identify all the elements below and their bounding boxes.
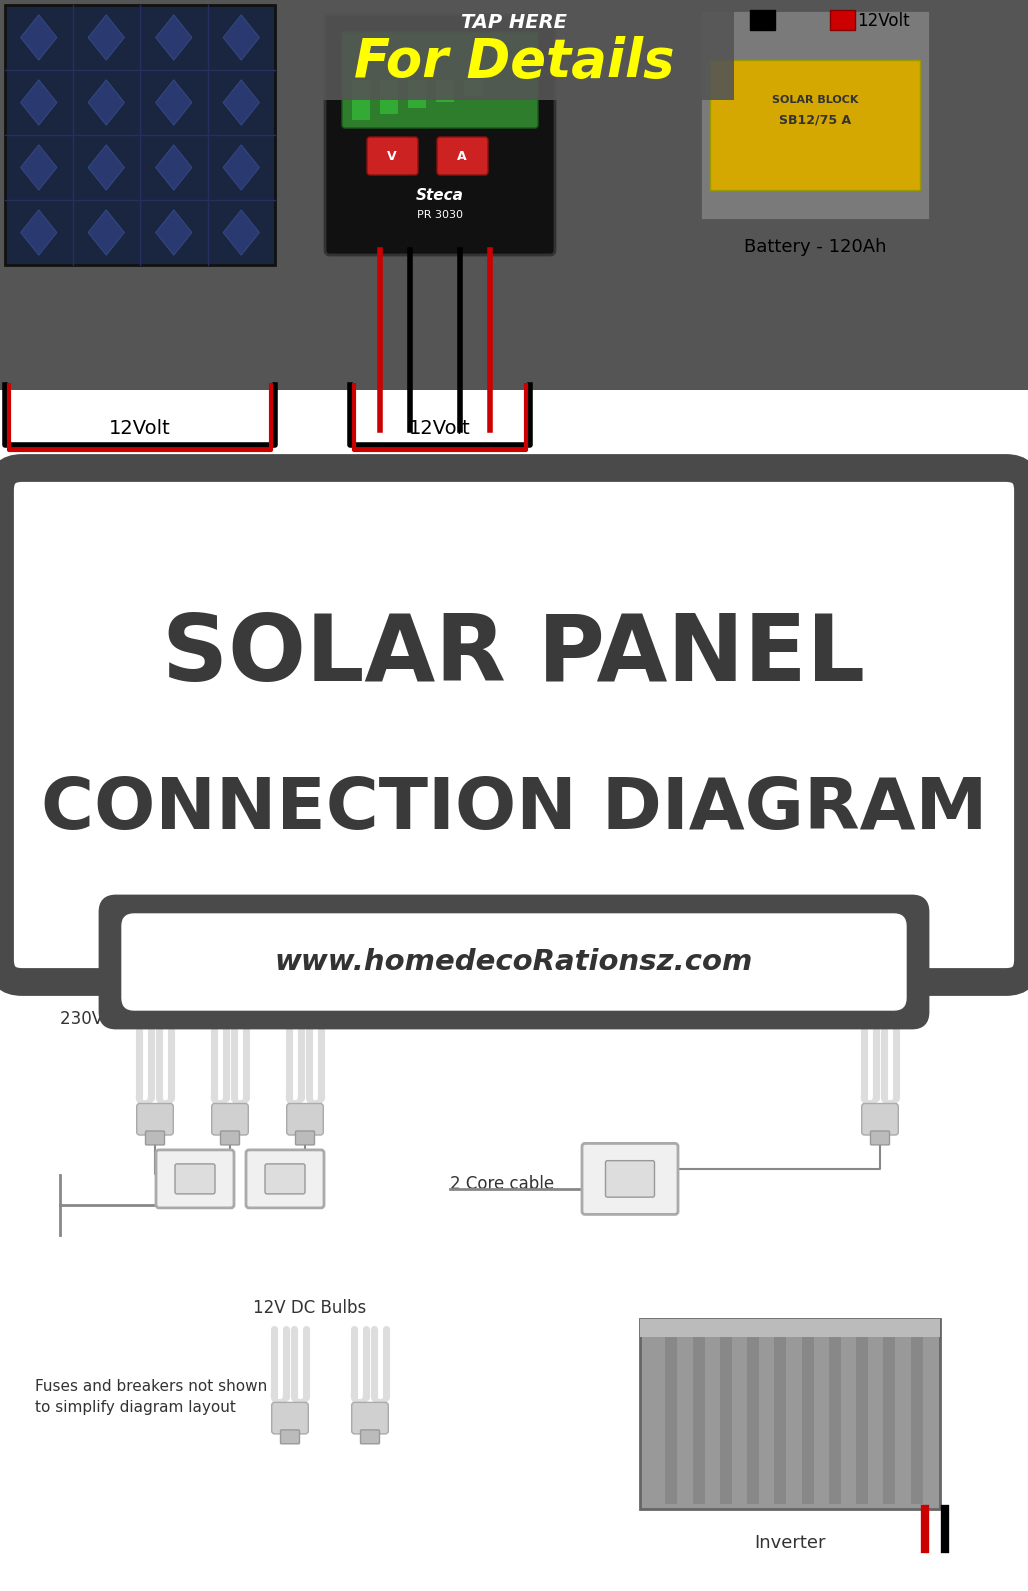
FancyBboxPatch shape xyxy=(361,1430,379,1443)
Text: Battery - 120Ah: Battery - 120Ah xyxy=(743,239,886,256)
Text: 230V AC Bulbs: 230V AC Bulbs xyxy=(60,1010,182,1028)
Polygon shape xyxy=(223,210,259,255)
FancyBboxPatch shape xyxy=(175,1165,215,1193)
Polygon shape xyxy=(155,80,192,126)
Polygon shape xyxy=(88,14,124,60)
FancyBboxPatch shape xyxy=(265,1165,305,1193)
FancyBboxPatch shape xyxy=(367,137,418,175)
Text: Negative: Negative xyxy=(160,455,248,474)
Polygon shape xyxy=(155,210,192,255)
Text: www.homedecoRationsz.com: www.homedecoRationsz.com xyxy=(274,948,754,975)
FancyBboxPatch shape xyxy=(710,60,920,189)
FancyBboxPatch shape xyxy=(246,1150,324,1208)
Text: 12V DC Bulbs: 12V DC Bulbs xyxy=(253,1298,367,1317)
FancyBboxPatch shape xyxy=(294,0,734,100)
FancyBboxPatch shape xyxy=(693,1324,704,1503)
FancyBboxPatch shape xyxy=(774,1324,786,1503)
Polygon shape xyxy=(223,14,259,60)
Text: Fuses and breakers not shown
to simplify diagram layout: Fuses and breakers not shown to simplify… xyxy=(35,1379,267,1414)
FancyBboxPatch shape xyxy=(220,1131,240,1146)
Text: A: A xyxy=(457,150,467,162)
Text: V: V xyxy=(388,150,397,162)
Polygon shape xyxy=(21,80,57,126)
FancyBboxPatch shape xyxy=(871,1131,889,1146)
Polygon shape xyxy=(21,145,57,191)
Text: Independant AC Network 230V: Independant AC Network 230V xyxy=(450,1010,706,1028)
FancyBboxPatch shape xyxy=(640,1319,940,1336)
Text: PR 3030: PR 3030 xyxy=(417,210,463,220)
FancyBboxPatch shape xyxy=(747,1324,759,1503)
FancyBboxPatch shape xyxy=(137,1104,174,1134)
FancyBboxPatch shape xyxy=(0,390,1028,469)
FancyBboxPatch shape xyxy=(0,468,1028,982)
Text: TAP HERE: TAP HERE xyxy=(461,13,567,32)
FancyBboxPatch shape xyxy=(436,80,454,102)
Polygon shape xyxy=(155,145,192,191)
Text: 12Volt: 12Volt xyxy=(409,418,471,438)
FancyBboxPatch shape xyxy=(271,1402,308,1433)
FancyBboxPatch shape xyxy=(720,1324,732,1503)
Polygon shape xyxy=(88,210,124,255)
FancyBboxPatch shape xyxy=(352,80,370,119)
FancyBboxPatch shape xyxy=(281,1430,299,1443)
FancyBboxPatch shape xyxy=(802,1324,813,1503)
FancyBboxPatch shape xyxy=(5,5,276,266)
FancyBboxPatch shape xyxy=(856,1324,869,1503)
Polygon shape xyxy=(21,210,57,255)
Text: 2 Core cable: 2 Core cable xyxy=(450,1174,554,1193)
FancyBboxPatch shape xyxy=(750,10,775,30)
Text: -: - xyxy=(51,455,59,476)
FancyBboxPatch shape xyxy=(295,1131,315,1146)
FancyBboxPatch shape xyxy=(911,1324,923,1503)
FancyBboxPatch shape xyxy=(665,1324,677,1503)
Polygon shape xyxy=(155,14,192,60)
FancyBboxPatch shape xyxy=(0,0,1028,390)
Polygon shape xyxy=(223,80,259,126)
Text: Inverter: Inverter xyxy=(755,1534,825,1551)
Text: 12Volt: 12Volt xyxy=(857,13,910,30)
FancyBboxPatch shape xyxy=(605,1161,655,1196)
FancyBboxPatch shape xyxy=(582,1144,678,1214)
FancyBboxPatch shape xyxy=(883,1324,895,1503)
Text: Steca: Steca xyxy=(416,188,464,202)
FancyBboxPatch shape xyxy=(830,10,855,30)
FancyBboxPatch shape xyxy=(640,1319,940,1508)
FancyBboxPatch shape xyxy=(100,896,928,1028)
FancyBboxPatch shape xyxy=(861,1104,898,1134)
FancyBboxPatch shape xyxy=(408,80,426,108)
FancyBboxPatch shape xyxy=(146,1131,164,1146)
Text: +: + xyxy=(441,455,460,476)
Polygon shape xyxy=(223,145,259,191)
Polygon shape xyxy=(88,145,124,191)
FancyBboxPatch shape xyxy=(156,1150,234,1208)
FancyBboxPatch shape xyxy=(325,14,555,255)
Text: 12Volt: 12Volt xyxy=(109,418,171,438)
FancyBboxPatch shape xyxy=(437,137,488,175)
Text: CONNECTION DIAGRAM: CONNECTION DIAGRAM xyxy=(41,775,987,845)
FancyBboxPatch shape xyxy=(464,80,482,95)
Text: SOLAR PANEL: SOLAR PANEL xyxy=(162,609,866,700)
FancyBboxPatch shape xyxy=(829,1324,841,1503)
Text: SOLAR BLOCK: SOLAR BLOCK xyxy=(772,95,858,105)
FancyBboxPatch shape xyxy=(122,913,906,1010)
FancyBboxPatch shape xyxy=(380,80,398,115)
Text: Positive: Positive xyxy=(557,455,632,474)
Text: For Details: For Details xyxy=(354,37,674,88)
FancyBboxPatch shape xyxy=(342,32,538,127)
Polygon shape xyxy=(21,14,57,60)
Text: SB12/75 A: SB12/75 A xyxy=(779,113,851,127)
FancyBboxPatch shape xyxy=(212,1104,249,1134)
FancyBboxPatch shape xyxy=(287,1104,323,1134)
FancyBboxPatch shape xyxy=(700,10,930,220)
Polygon shape xyxy=(88,80,124,126)
FancyBboxPatch shape xyxy=(352,1402,389,1433)
